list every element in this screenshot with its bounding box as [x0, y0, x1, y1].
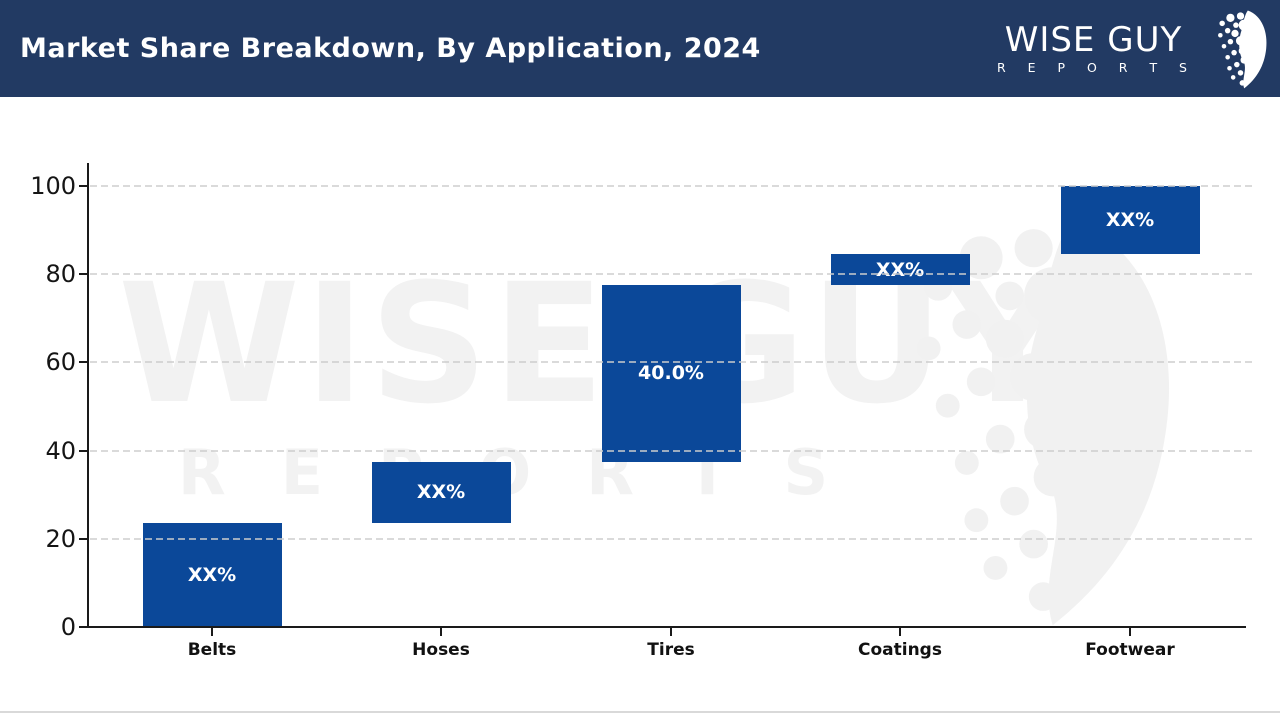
logo-text: WISE GUY R E P O R T S: [991, 19, 1196, 76]
bar-label: XX%: [1105, 209, 1155, 232]
y-tick-mark: [79, 537, 87, 540]
x-tick-mark: [211, 628, 213, 636]
x-tick-mark: [1129, 628, 1131, 636]
bar: XX%: [830, 254, 970, 286]
y-tick-mark: [79, 273, 87, 276]
gridline: [90, 185, 1254, 187]
logo-face-icon: [1218, 10, 1267, 89]
y-tick-label: 40: [45, 436, 76, 465]
gridline: [90, 361, 1254, 364]
gridline: [90, 537, 1254, 540]
bar-label: XX%: [187, 564, 237, 587]
logo: WISE GUY R E P O R T S: [991, 6, 1268, 92]
y-axis-spine: [87, 163, 89, 628]
logo-subtext: R E P O R T S: [996, 60, 1196, 76]
bar: XX%: [1060, 186, 1200, 255]
bar: 40.0%: [601, 285, 741, 462]
x-tick-mark: [670, 628, 672, 636]
x-axis-spine: [86, 626, 1246, 628]
gridline: [90, 273, 1254, 276]
y-tick-label: 60: [45, 348, 76, 377]
x-axis-label: Hoses: [412, 640, 470, 660]
bar: XX%: [371, 461, 511, 524]
page-title: Market Share Breakdown, By Application, …: [20, 33, 761, 64]
y-tick-mark: [79, 185, 87, 187]
x-axis-label: Belts: [187, 640, 237, 660]
y-tick-mark: [79, 449, 87, 452]
bar-label: XX%: [416, 481, 466, 504]
bar-label: XX%: [875, 258, 925, 281]
y-tick-label: 20: [45, 524, 76, 553]
x-axis-label: Footwear: [1085, 640, 1175, 660]
header: Market Share Breakdown, By Application, …: [0, 0, 1280, 97]
watermark-wordmark: WISE GUY: [118, 248, 1072, 440]
y-tick-label: 80: [45, 260, 76, 289]
y-tick-mark: [79, 361, 87, 364]
logo-wordmark: WISE GUY: [1004, 19, 1183, 60]
bar-label: 40.0%: [638, 362, 704, 385]
x-axis-label: Tires: [647, 640, 695, 660]
y-tick-label: 0: [60, 613, 76, 641]
y-tick-mark: [79, 626, 87, 628]
x-tick-mark: [899, 628, 901, 636]
footer-divider: [0, 711, 1280, 713]
gridline: [90, 449, 1254, 452]
x-tick-mark: [440, 628, 442, 636]
watermark-face-icon: [916, 219, 1170, 626]
x-axis-label: Coatings: [858, 640, 942, 660]
y-tick-label: 100: [30, 172, 76, 200]
bar: XX%: [142, 523, 282, 627]
